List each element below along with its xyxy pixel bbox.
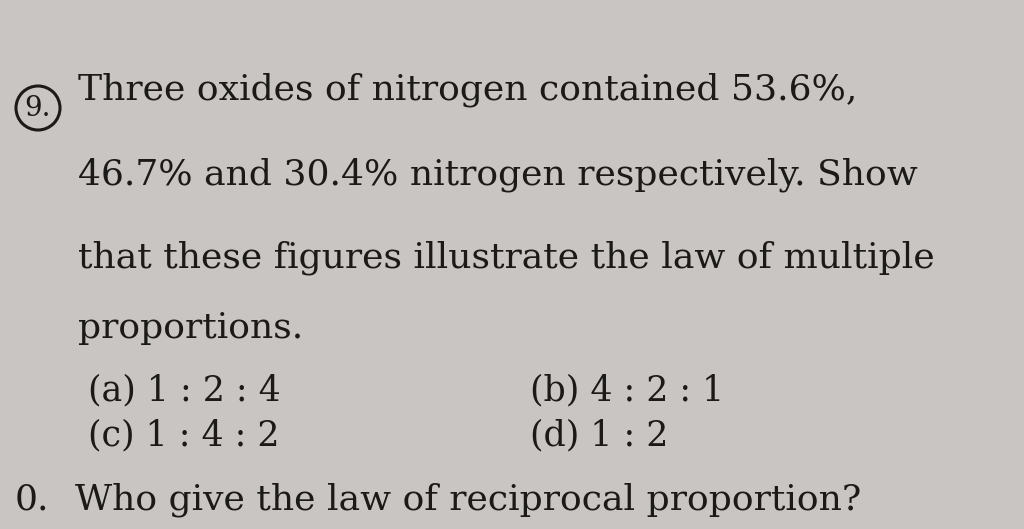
Text: (c) 1 : 4 : 2: (c) 1 : 4 : 2 <box>88 418 280 452</box>
Text: (a) 1 : 2 : 4: (a) 1 : 2 : 4 <box>88 373 281 407</box>
Text: 0.: 0. <box>15 483 49 517</box>
Text: 46.7% and 30.4% nitrogen respectively. Show: 46.7% and 30.4% nitrogen respectively. S… <box>78 158 918 192</box>
Text: 9.: 9. <box>25 95 51 122</box>
Text: Three oxides of nitrogen contained 53.6%,: Three oxides of nitrogen contained 53.6%… <box>78 73 857 107</box>
Text: Who give the law of reciprocal proportion?: Who give the law of reciprocal proportio… <box>75 483 861 517</box>
Text: (b) 4 : 2 : 1: (b) 4 : 2 : 1 <box>530 373 724 407</box>
Text: (d) 1 : 2: (d) 1 : 2 <box>530 418 669 452</box>
Text: that these figures illustrate the law of multiple: that these figures illustrate the law of… <box>78 241 935 275</box>
Text: proportions.: proportions. <box>78 311 303 345</box>
